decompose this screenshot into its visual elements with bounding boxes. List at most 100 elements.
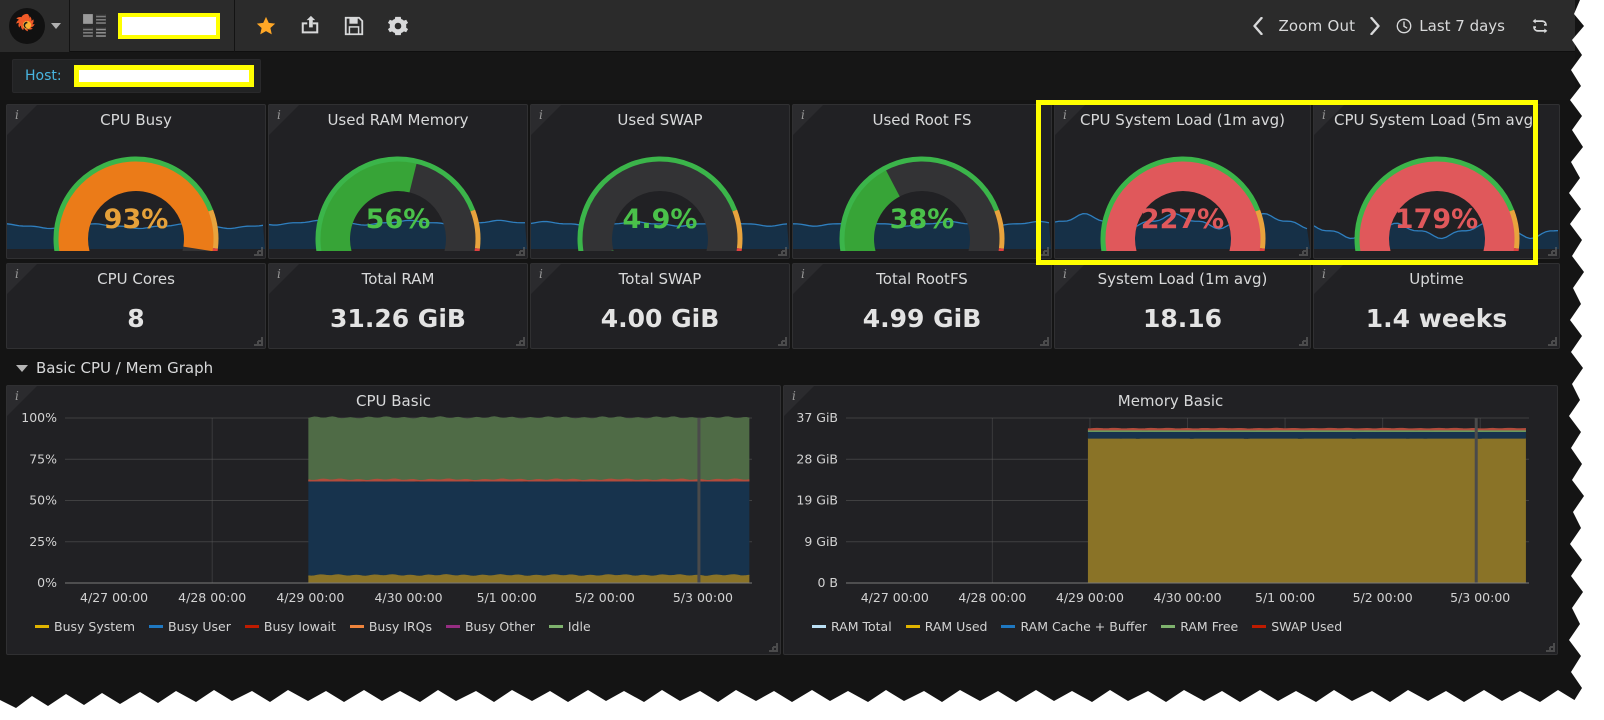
panel-info-icon[interactable]: i (801, 108, 805, 122)
panel-title: Total RAM (361, 270, 435, 288)
save-icon[interactable] (343, 15, 365, 37)
legend-swatch (905, 625, 920, 628)
plot-area[interactable]: 0% 25% 50% 75% 100% 4/27 00:00 4/28 00:00 4/29 … (7, 410, 780, 615)
y-axis-tick-label: 0 B (817, 575, 838, 590)
panel-info-icon[interactable]: i (277, 267, 281, 281)
stat-value: 18.16 (1142, 304, 1223, 333)
panel-info-icon[interactable]: i (1063, 267, 1067, 281)
panel-title: Uptime (1409, 270, 1464, 288)
panel-resize-handle[interactable] (253, 246, 263, 256)
legend-label: RAM Used (924, 619, 988, 634)
panel-info-icon[interactable]: i (1063, 108, 1067, 122)
legend-item[interactable]: SWAP Used (1252, 619, 1342, 634)
panel-resize-handle[interactable] (777, 336, 787, 346)
chevron-down-icon[interactable] (50, 22, 61, 29)
gear-icon[interactable] (387, 15, 409, 37)
panel-resize-handle[interactable] (1545, 642, 1555, 652)
legend-item[interactable]: Busy User (149, 619, 231, 634)
time-range-picker[interactable]: Last 7 days (1396, 17, 1505, 35)
legend-item[interactable]: Idle (548, 619, 591, 634)
stat-panel[interactable]: i Total RAM 31.26 GiB (268, 263, 528, 349)
y-axis-tick-label: 75% (29, 451, 57, 466)
host-variable[interactable]: Host: (12, 59, 261, 93)
x-axis-tick-label: 5/1 00:00 (477, 590, 537, 605)
gauge-panel[interactable]: i Used Root FS 38% (792, 104, 1052, 259)
panel-resize-handle[interactable] (768, 642, 778, 652)
gauge-panel[interactable]: i CPU Busy 93% (6, 104, 266, 259)
panel-resize-handle[interactable] (1039, 246, 1049, 256)
panel-resize-handle[interactable] (515, 246, 525, 256)
panel-info-icon[interactable]: i (539, 267, 543, 281)
panel-corner (7, 264, 37, 294)
panel-info-icon[interactable]: i (277, 108, 281, 122)
panel-info-icon[interactable]: i (15, 108, 19, 122)
legend-item[interactable]: RAM Used (905, 619, 988, 634)
stat-panel[interactable]: i Total SWAP 4.00 GiB (530, 263, 790, 349)
x-axis-tick-label: 4/27 00:00 (861, 590, 929, 605)
legend-item[interactable]: RAM Cache + Buffer (1001, 619, 1147, 634)
stat-panel[interactable]: i Total RootFS 4.99 GiB (792, 263, 1052, 349)
panel-resize-handle[interactable] (1547, 336, 1557, 346)
row-section-title: Basic CPU / Mem Graph (36, 359, 214, 377)
grafana-logo-menu[interactable] (0, 0, 70, 52)
legend-item[interactable]: Busy Other (445, 619, 535, 634)
chevron-right-icon[interactable] (1369, 16, 1382, 35)
legend-item[interactable]: Busy IRQs (349, 619, 432, 634)
gauge-panel[interactable]: i CPU System Load (1m avg) 227% (1054, 104, 1311, 259)
panel-info-icon[interactable]: i (792, 389, 796, 403)
grafana-logo-icon[interactable] (8, 7, 45, 44)
stat-panel[interactable]: i System Load (1m avg) 18.16 (1054, 263, 1311, 349)
series-area (308, 480, 750, 576)
gauge-value: 38% (889, 204, 955, 235)
panel-resize-handle[interactable] (1547, 246, 1557, 256)
panel-info-icon[interactable]: i (1322, 267, 1326, 281)
dashboard-picker[interactable] (70, 0, 235, 52)
share-icon[interactable] (299, 15, 321, 37)
panel-title: CPU Basic (356, 392, 431, 410)
chevron-down-icon[interactable] (16, 364, 28, 372)
panel-resize-handle[interactable] (1298, 246, 1308, 256)
gauge-visual: 227% (1055, 129, 1310, 251)
panel-resize-handle[interactable] (777, 246, 787, 256)
gauge-arc (1354, 156, 1519, 251)
legend-item[interactable]: RAM Total (812, 619, 892, 634)
panel-info-icon[interactable]: i (15, 389, 19, 403)
row-section-header[interactable]: Basic CPU / Mem Graph (0, 349, 1575, 385)
panel-info-icon[interactable]: i (801, 267, 805, 281)
star-icon[interactable] (255, 15, 277, 37)
stat-panel[interactable]: i Uptime 1.4 weeks (1313, 263, 1560, 349)
host-variable-value-redacted[interactable] (73, 65, 254, 87)
dashboard-name-redacted[interactable] (118, 12, 220, 39)
gauge-panel[interactable]: i Used RAM Memory 56% (268, 104, 528, 259)
legend-item[interactable]: RAM Free (1161, 619, 1238, 634)
panel-title: CPU System Load (1m avg) (1080, 111, 1285, 129)
refresh-icon[interactable] (1531, 17, 1549, 35)
legend-swatch (812, 625, 826, 628)
y-axis-tick-label: 0% (37, 575, 57, 590)
panel-title: Used RAM Memory (327, 111, 469, 129)
legend-item[interactable]: Busy System (35, 619, 135, 634)
graph-panel[interactable]: i CPU Basic 0% 25% 50% 75% 100% 4/27 00:00 4/28 … (6, 385, 781, 655)
series-area (1087, 437, 1526, 583)
legend-item[interactable]: Busy Iowait (244, 619, 336, 634)
gauge-panel[interactable]: i CPU System Load (5m avg) 179% (1313, 104, 1560, 259)
panel-info-icon[interactable]: i (1322, 108, 1326, 122)
time-controls: Zoom Out Last 7 days (1251, 16, 1575, 35)
panel-info-icon[interactable]: i (539, 108, 543, 122)
panel-title: System Load (1m avg) (1097, 270, 1268, 288)
panel-resize-handle[interactable] (1039, 336, 1049, 346)
gauge-panel[interactable]: i Used SWAP 4.9% (530, 104, 790, 259)
panel-info-icon[interactable]: i (15, 267, 19, 281)
gauge-arc (839, 156, 1005, 251)
panel-title: CPU System Load (5m avg) (1334, 111, 1539, 129)
panel-corner (7, 105, 37, 135)
panel-resize-handle[interactable] (253, 336, 263, 346)
graph-panel[interactable]: i Memory Basic 0 B 9 GiB 19 GiB 28 GiB 37 GiB 4… (783, 385, 1558, 655)
plot-area[interactable]: 0 B 9 GiB 19 GiB 28 GiB 37 GiB 4/27 00:00 4/28… (784, 410, 1557, 615)
panel-resize-handle[interactable] (1298, 336, 1308, 346)
zoom-out-button[interactable]: Zoom Out (1278, 16, 1356, 35)
panel-resize-handle[interactable] (515, 336, 525, 346)
stat-panel[interactable]: i CPU Cores 8 (6, 263, 266, 349)
chevron-left-icon[interactable] (1251, 16, 1264, 35)
clock-icon (1396, 18, 1412, 33)
